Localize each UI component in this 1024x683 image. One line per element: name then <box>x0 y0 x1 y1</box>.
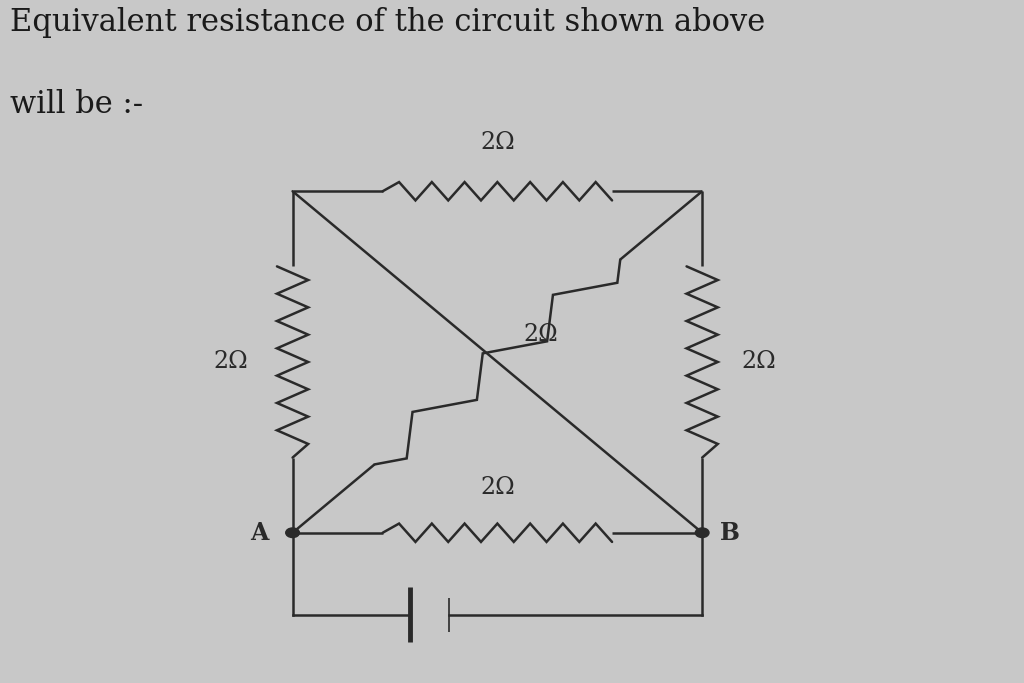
Text: Equivalent resistance of the circuit shown above: Equivalent resistance of the circuit sho… <box>10 7 766 38</box>
Text: A: A <box>250 520 268 545</box>
Text: 2Ω: 2Ω <box>214 350 249 374</box>
Text: 2Ω: 2Ω <box>480 130 515 154</box>
Circle shape <box>286 528 299 538</box>
Text: will be :-: will be :- <box>10 89 143 120</box>
Text: 2Ω: 2Ω <box>524 323 559 346</box>
Text: B: B <box>720 520 739 545</box>
Text: 2Ω: 2Ω <box>741 350 776 374</box>
Text: 2Ω: 2Ω <box>480 475 515 499</box>
Circle shape <box>695 528 709 538</box>
